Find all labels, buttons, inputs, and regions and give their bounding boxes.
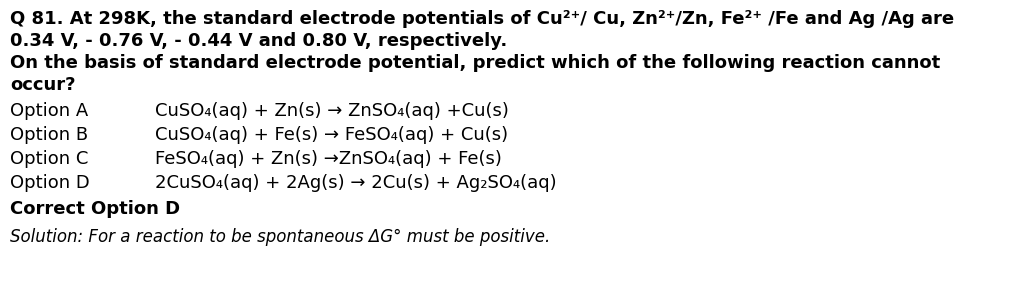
- Text: FeSO₄(aq) + Zn(s) →ZnSO₄(aq) + Fe(s): FeSO₄(aq) + Zn(s) →ZnSO₄(aq) + Fe(s): [155, 150, 502, 168]
- Text: CuSO₄(aq) + Zn(s) → ZnSO₄(aq) +Cu(s): CuSO₄(aq) + Zn(s) → ZnSO₄(aq) +Cu(s): [155, 102, 509, 120]
- Text: On the basis of standard electrode potential, predict which of the following rea: On the basis of standard electrode poten…: [10, 54, 940, 72]
- Text: Option C: Option C: [10, 150, 88, 168]
- Text: Option D: Option D: [10, 174, 90, 192]
- Text: 0.34 V, - 0.76 V, - 0.44 V and 0.80 V, respectively.: 0.34 V, - 0.76 V, - 0.44 V and 0.80 V, r…: [10, 32, 507, 50]
- Text: 2CuSO₄(aq) + 2Ag(s) → 2Cu(s) + Ag₂SO₄(aq): 2CuSO₄(aq) + 2Ag(s) → 2Cu(s) + Ag₂SO₄(aq…: [155, 174, 557, 192]
- Text: Correct Option D: Correct Option D: [10, 200, 180, 218]
- Text: CuSO₄(aq) + Fe(s) → FeSO₄(aq) + Cu(s): CuSO₄(aq) + Fe(s) → FeSO₄(aq) + Cu(s): [155, 126, 508, 144]
- Text: Option B: Option B: [10, 126, 88, 144]
- Text: Option A: Option A: [10, 102, 88, 120]
- Text: Solution: For a reaction to be spontaneous ΔG° must be positive.: Solution: For a reaction to be spontaneo…: [10, 228, 550, 246]
- Text: occur?: occur?: [10, 76, 76, 94]
- Text: Q 81. At 298K, the standard electrode potentials of Cu²⁺/ Cu, Zn²⁺/Zn, Fe²⁺ /Fe : Q 81. At 298K, the standard electrode po…: [10, 10, 954, 28]
